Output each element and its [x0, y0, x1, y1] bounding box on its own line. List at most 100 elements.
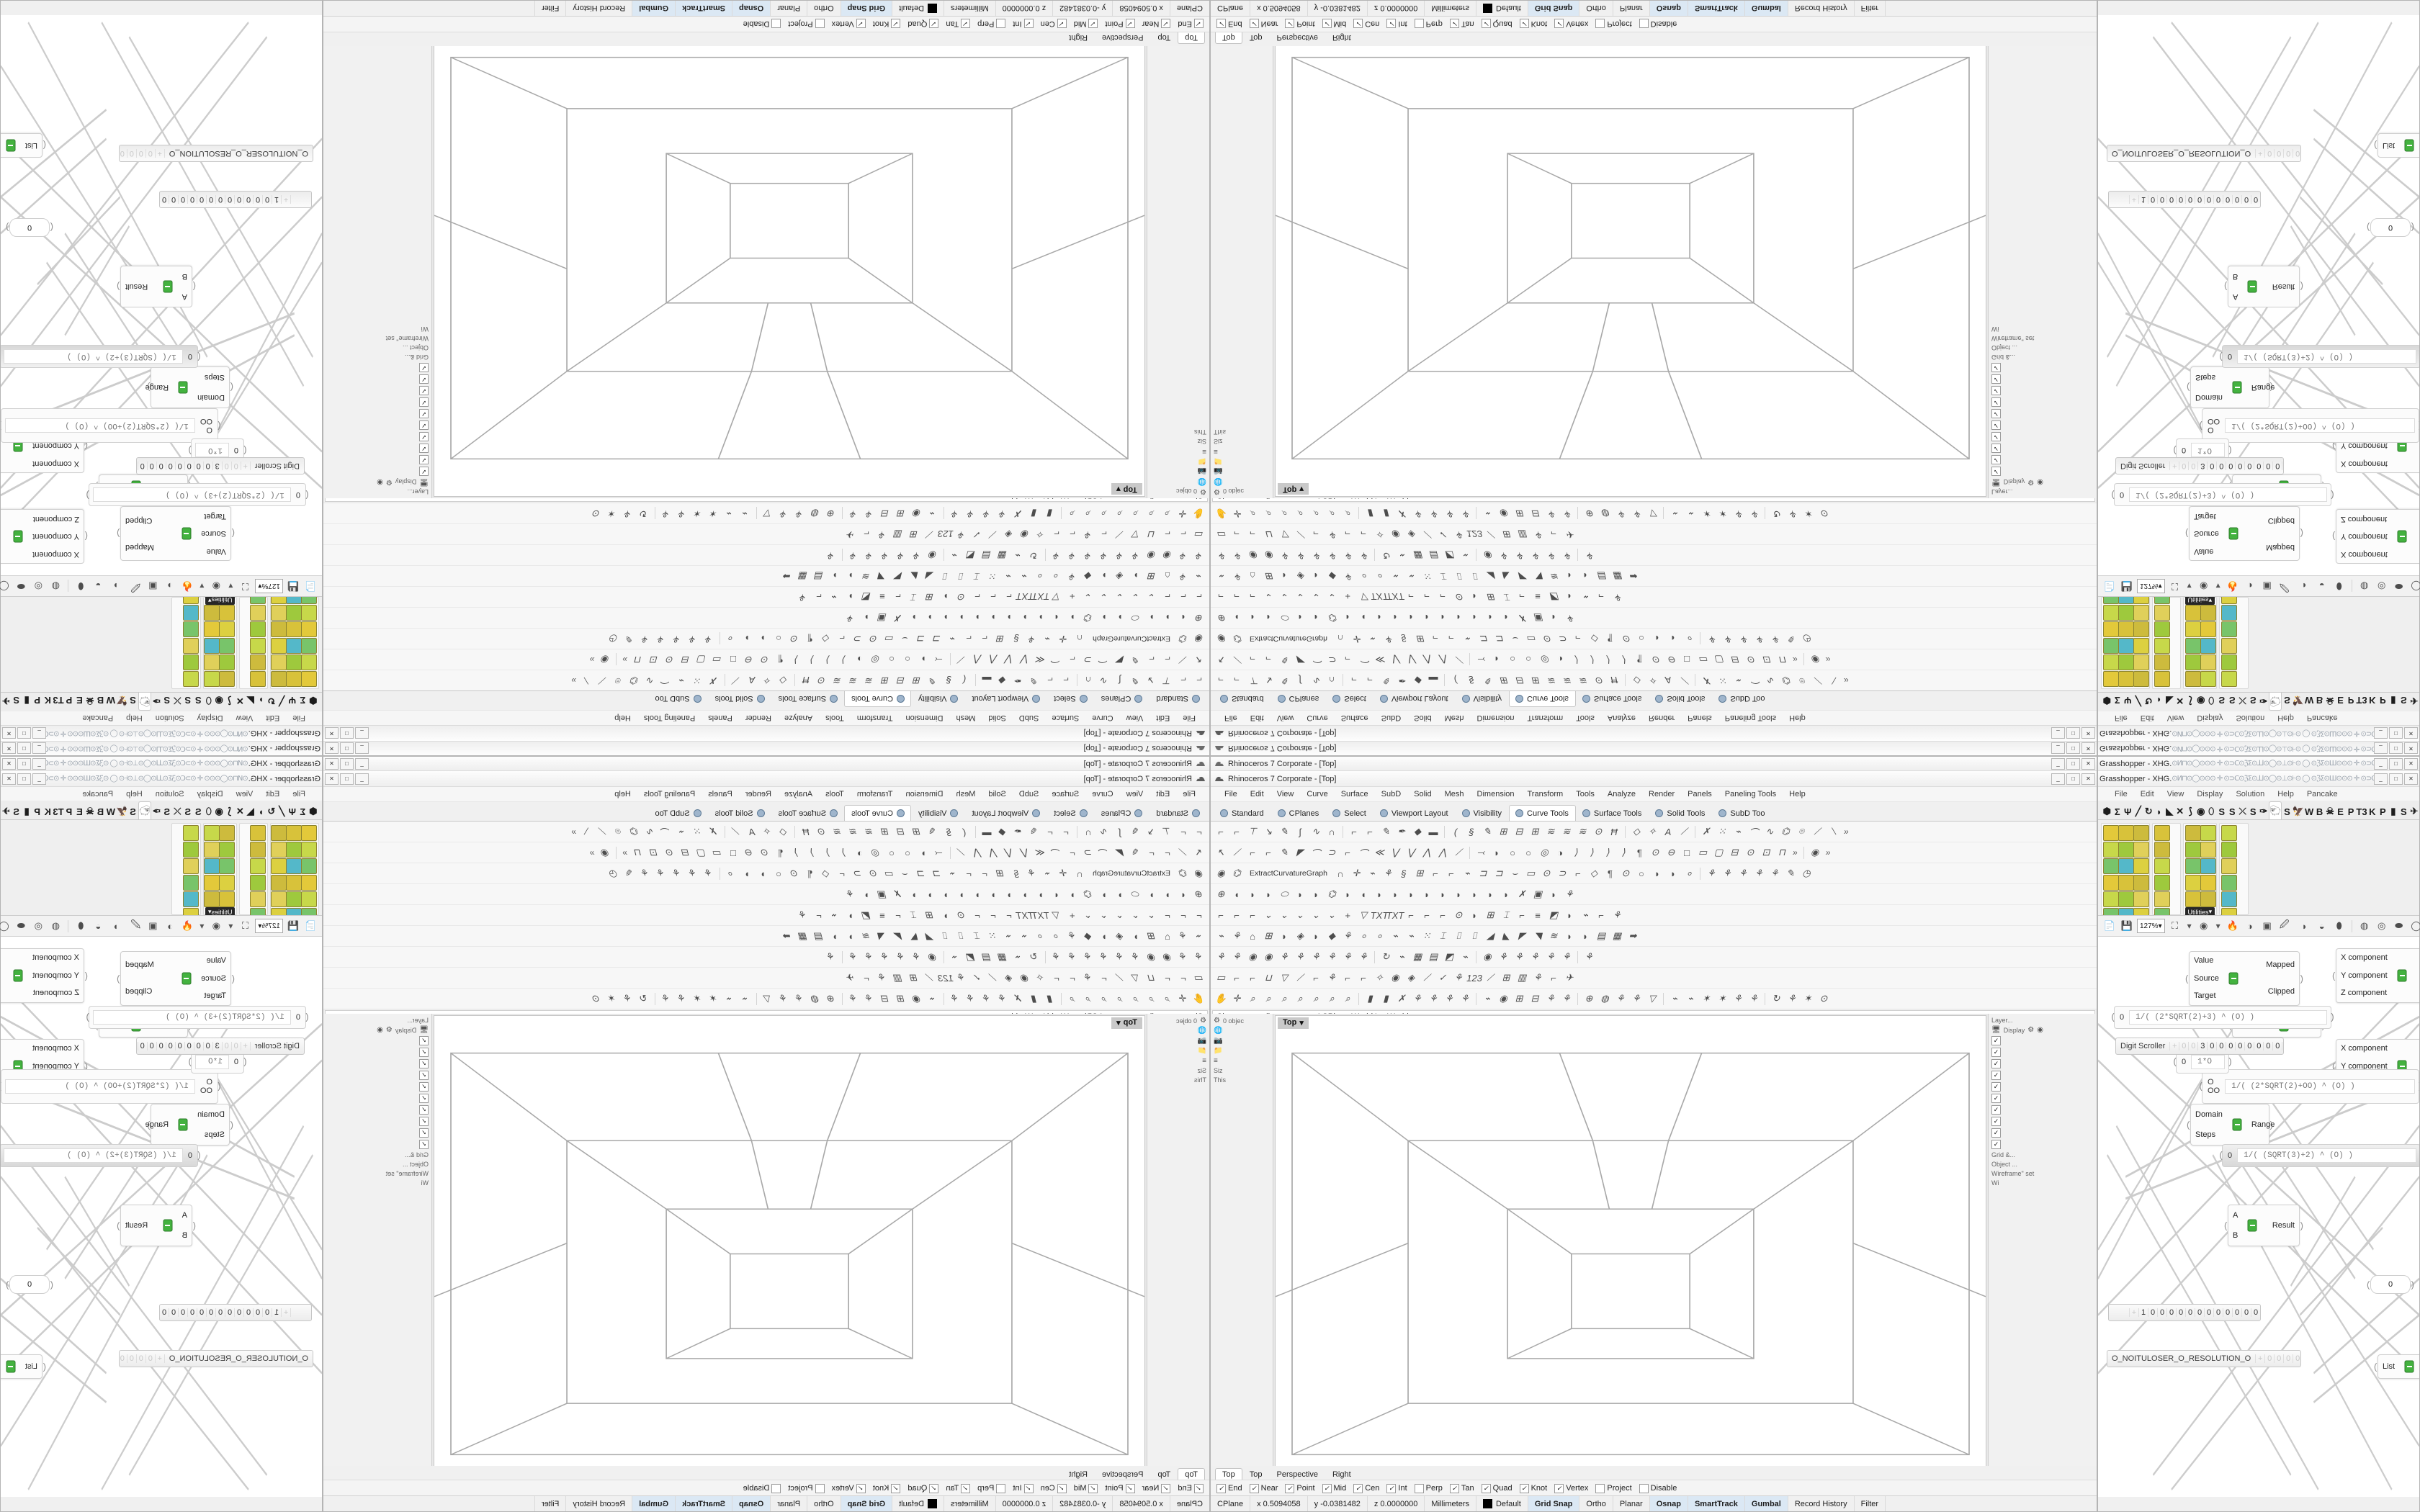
gh-component-icon[interactable]	[271, 908, 287, 916]
rhino-tool-icon[interactable]: ¶	[1636, 847, 1642, 858]
rhino-tool-icon[interactable]: ⚘	[624, 993, 632, 1004]
display-panel-header[interactable]: 🖥 Display ⚙ ◉	[1991, 478, 2094, 486]
rhino-tool-icon[interactable]: ◗	[832, 930, 838, 942]
viewport-tab-perspective-2[interactable]: Perspective	[1102, 1470, 1144, 1479]
rhino-tab-curve-tools[interactable]: Curve Tools	[1509, 805, 1576, 821]
rhino-tool-icon[interactable]: ⊐	[917, 634, 926, 644]
rhino-tool-icon[interactable]: ✶	[1803, 508, 1812, 519]
sketch-icon[interactable]: 🖉	[130, 919, 141, 930]
rhino-tool-icon[interactable]: ▦	[798, 571, 808, 582]
rhino-menu-curve[interactable]: Curve	[1092, 714, 1113, 722]
rhino-tool-icon[interactable]: ⊙	[1819, 993, 1828, 1004]
osnap-point[interactable]: ✓ Point	[1285, 19, 1315, 29]
gh-scroller-digit[interactable]: 1	[2138, 195, 2148, 204]
rhino-toolbar-row-2[interactable]: ↖ ⟋ ⌐ ⌐ ✎ ◤ ⌒ ⊃ ⌐ ⌒ ≪ ⋁ ⋁ ⋀ ⋀ ⟋ ⤙ ◗ ○ ○ ◎ ◑ ⟩ ⟩ ⟩ ⟩ ¶ ⊙ ⊖ □ ▭ ▢ ⊟ ⊙ ⊡ ⊓» ◉»	[323, 649, 1209, 670]
gh-scroller-digit[interactable]: 0	[138, 462, 148, 470]
gh-ribbon-tab-17[interactable]: S	[130, 806, 136, 817]
rhino-tool-icon[interactable]: ≋	[1549, 571, 1558, 582]
rhino-tool-icon[interactable]: ◍	[1600, 508, 1609, 519]
gh-scroller-digit[interactable]: 0	[2216, 462, 2226, 470]
rhino-tool-icon[interactable]: ▽	[1649, 993, 1656, 1004]
osnap-checkbox[interactable]: ✓	[1216, 19, 1226, 29]
status-toggle-smarttrack[interactable]: SmartTrack	[675, 1, 732, 16]
rhino-tool-icon[interactable]: ⚘	[951, 993, 959, 1004]
rhino-tool-icon[interactable]: ▭	[1194, 529, 1204, 540]
rhino-tool-icon[interactable]: ▤	[982, 951, 992, 962]
gh-component-icon[interactable]	[204, 825, 220, 841]
rhino-tool-icon[interactable]: ⚘	[849, 550, 858, 561]
gh-menu-help[interactable]: Help	[2277, 789, 2294, 798]
rhino-tool-icon[interactable]: ⚘	[1028, 868, 1036, 878]
gh-node-inputs[interactable]: Domain Steps	[193, 364, 229, 410]
checkbox-row[interactable]: ✓	[326, 409, 429, 418]
gh-component-icon[interactable]	[2154, 842, 2170, 858]
rhino-tool-icon[interactable]: ⌁	[1022, 571, 1028, 582]
rhino-tool-icon[interactable]: ⚘	[673, 868, 681, 878]
gh-menu-view[interactable]: View	[236, 789, 254, 798]
rhino-tool-icon[interactable]: ⌁	[1688, 508, 1693, 519]
gh-component-icon[interactable]	[271, 891, 287, 907]
rhino-tool-icon[interactable]: ∿	[1765, 826, 1774, 837]
gh-component-icon[interactable]	[219, 891, 236, 907]
rhino-tool-icon[interactable]: ⊃	[1084, 654, 1093, 665]
rhino-tool-icon[interactable]: ◤	[1296, 847, 1304, 858]
rhino-tool-icon[interactable]: ⚘	[1359, 951, 1368, 962]
gh-port-in[interactable]: Steps	[204, 373, 225, 382]
gh-palette-group-utilities[interactable]: Utilities ▾	[2182, 823, 2218, 915]
rhino-tool-icon[interactable]: ◗	[1567, 909, 1572, 921]
rhino-tool-icon[interactable]: ⟋	[732, 675, 740, 686]
rhino-tool-icon[interactable]: ⋀	[1438, 654, 1447, 665]
osnap-perp[interactable]: Perp	[1414, 1483, 1443, 1493]
rhino-tool-icon[interactable]: ⌐	[1218, 909, 1224, 921]
rhino-tool-icon[interactable]: ⚘	[897, 951, 905, 962]
widget-icon[interactable]: ⬬	[2395, 581, 2403, 592]
rhino-tool-icon[interactable]: ⚘	[849, 951, 858, 962]
gh-ribbon-tab-19[interactable]: W	[2304, 695, 2314, 706]
rhino-tool-icon[interactable]: ≋	[1578, 826, 1587, 837]
rhino-tool-icon[interactable]: ⌂	[1250, 930, 1255, 942]
rhino-tool-icon[interactable]: ⋁	[1407, 654, 1415, 665]
rhino-tool-icon[interactable]: ⚘	[1068, 550, 1077, 561]
rhino-tool-icon[interactable]: ⊞	[910, 972, 918, 983]
gh-ribbon-tab-20[interactable]: B	[2316, 806, 2323, 817]
rhino-toolbar-row-6[interactable]: ⌁ ⚘ ⌂ ⊞ ◗ ◈ ◗ ◆ ⚘ ⸰ ⸰ ⌁ ⌁ ⁙ ⌶ ⌷ ⌷ ◢ ◣ ◤ ◥ ≋ ◗ ◗ ▤ ▦ ➡	[1211, 926, 2097, 947]
rhino-tool-icon[interactable]: ⌐	[1218, 675, 1224, 686]
rhino-tool-icon[interactable]: ◩	[966, 951, 976, 962]
gh-component-icon[interactable]	[2133, 605, 2149, 621]
rhino-tool-icon[interactable]: ⌣	[902, 634, 909, 644]
gh-palette-icons[interactable]	[2221, 596, 2246, 687]
gh-port-in[interactable]: X component	[2341, 550, 2388, 559]
gh-menu-view[interactable]: View	[236, 714, 254, 723]
rhino-tool-icon[interactable]: A	[748, 826, 756, 837]
rhino-tool-icon[interactable]: ⌶	[1503, 592, 1509, 603]
gh-component-icon[interactable]	[301, 875, 317, 891]
panel-checkbox[interactable]: ✓	[1991, 1048, 2001, 1057]
gh-palette-icons[interactable]	[2154, 596, 2179, 687]
gh-scroller-digit[interactable]: 0	[2254, 1042, 2263, 1050]
rhino-tool-icon[interactable]: ⌕	[1149, 993, 1155, 1004]
gh-component-icon[interactable]	[301, 842, 317, 858]
rhino-tool-icon[interactable]: ⸰	[1038, 570, 1044, 581]
gh-ribbon-tab-29[interactable]: ✈	[2410, 696, 2419, 706]
rhino-tool-icon[interactable]: ⌁	[679, 826, 685, 837]
gh-scroller-sign[interactable]: +	[155, 149, 165, 158]
dock-row[interactable]: ≡	[1150, 1057, 1206, 1065]
minimize-button[interactable]: _	[355, 727, 369, 739]
rhino-tool-icon[interactable]: ⌐	[990, 909, 996, 921]
rhino-tool-icon[interactable]: ⊙	[761, 654, 769, 665]
gh-scroller-digit[interactable]: 0	[188, 195, 197, 204]
widget-icon[interactable]: ⬬	[17, 920, 25, 931]
rhino-tool-icon[interactable]: ⌐	[816, 591, 822, 603]
gh-nub-left[interactable]: (	[196, 1150, 202, 1161]
gh-component-icon[interactable]	[250, 891, 266, 907]
gh-nub-left[interactable]: (	[2185, 528, 2189, 539]
gh-port-in[interactable]: Value	[206, 955, 226, 965]
rhino-tool-icon[interactable]: ⌕	[1281, 993, 1287, 1004]
rhino-tool-icon[interactable]: ⌁	[1464, 868, 1470, 878]
rhino-tool-icon[interactable]: ▬	[982, 675, 992, 686]
gh-node-outputs[interactable]: Result	[2268, 1202, 2299, 1248]
rhino-tool-icon[interactable]: ⊙	[790, 868, 799, 878]
osnap-quad[interactable]: ✓ Quad	[908, 1483, 939, 1493]
gh-port-in[interactable]: X component	[2341, 953, 2388, 962]
rhino-tool-icon[interactable]: ▭	[1216, 529, 1226, 540]
